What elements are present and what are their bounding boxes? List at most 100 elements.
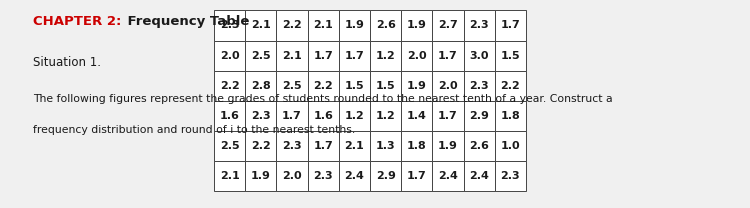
Bar	[339, 71, 370, 101]
Text: 2.3: 2.3	[282, 141, 302, 151]
Text: 2.3: 2.3	[314, 171, 333, 181]
Bar	[433, 10, 464, 41]
Bar	[339, 161, 370, 191]
Text: 2.2: 2.2	[500, 81, 520, 91]
Bar	[370, 10, 401, 41]
Text: 2.0: 2.0	[438, 81, 458, 91]
Bar	[245, 71, 277, 101]
Bar	[277, 41, 308, 71]
Bar	[433, 131, 464, 161]
Text: 2.3: 2.3	[251, 111, 271, 121]
Text: 2.4: 2.4	[344, 171, 364, 181]
Bar	[214, 161, 245, 191]
Text: 2.1: 2.1	[344, 141, 364, 151]
Bar	[370, 131, 401, 161]
Text: 2.3: 2.3	[220, 20, 239, 31]
Text: 2.3: 2.3	[470, 20, 489, 31]
Text: CHAPTER 2:: CHAPTER 2:	[33, 15, 121, 27]
Text: 1.7: 1.7	[314, 51, 333, 61]
Text: 1.7: 1.7	[282, 111, 302, 121]
Bar	[370, 71, 401, 101]
Bar	[433, 41, 464, 71]
Text: 1.6: 1.6	[314, 111, 333, 121]
Text: 1.2: 1.2	[344, 111, 364, 121]
Text: 2.3: 2.3	[470, 81, 489, 91]
Text: 2.7: 2.7	[438, 20, 458, 31]
Bar	[214, 10, 245, 41]
Bar	[339, 101, 370, 131]
Bar	[245, 10, 277, 41]
Text: Situation 1.: Situation 1.	[33, 56, 101, 69]
Bar	[464, 71, 495, 101]
Bar	[277, 71, 308, 101]
Text: 1.9: 1.9	[406, 81, 427, 91]
Bar	[308, 131, 339, 161]
Bar	[464, 41, 495, 71]
Text: 1.8: 1.8	[407, 141, 427, 151]
Text: 1.7: 1.7	[500, 20, 520, 31]
Bar	[370, 161, 401, 191]
Text: 2.0: 2.0	[282, 171, 302, 181]
Text: 2.6: 2.6	[470, 141, 489, 151]
Bar	[214, 71, 245, 101]
Bar	[277, 131, 308, 161]
Text: 2.8: 2.8	[251, 81, 271, 91]
Bar	[339, 10, 370, 41]
Text: 1.2: 1.2	[376, 111, 395, 121]
Text: 2.4: 2.4	[438, 171, 458, 181]
Text: 2.6: 2.6	[376, 20, 395, 31]
Bar	[495, 10, 526, 41]
Text: 1.7: 1.7	[438, 51, 458, 61]
Bar	[464, 131, 495, 161]
Bar	[495, 161, 526, 191]
Text: 2.2: 2.2	[251, 141, 271, 151]
Bar	[495, 71, 526, 101]
Bar	[339, 131, 370, 161]
Text: 1.7: 1.7	[314, 141, 333, 151]
Bar	[433, 101, 464, 131]
Bar	[495, 41, 526, 71]
Bar	[245, 101, 277, 131]
Text: 2.4: 2.4	[470, 171, 489, 181]
Text: frequency distribution and round of i to the nearest tenths.: frequency distribution and round of i to…	[33, 125, 355, 135]
Bar	[401, 161, 433, 191]
Bar	[401, 101, 433, 131]
Text: 1.0: 1.0	[500, 141, 520, 151]
Text: Frequency Table: Frequency Table	[109, 15, 249, 27]
Bar	[277, 101, 308, 131]
Bar	[245, 161, 277, 191]
Text: 1.8: 1.8	[500, 111, 520, 121]
Text: 1.3: 1.3	[376, 141, 395, 151]
Text: 2.0: 2.0	[220, 51, 239, 61]
Bar	[308, 161, 339, 191]
Text: 2.1: 2.1	[314, 20, 333, 31]
Bar	[495, 101, 526, 131]
Bar	[401, 131, 433, 161]
Text: 2.2: 2.2	[282, 20, 302, 31]
Bar	[308, 101, 339, 131]
Bar	[401, 10, 433, 41]
Text: 1.2: 1.2	[376, 51, 395, 61]
Text: 1.7: 1.7	[407, 171, 427, 181]
Text: 3.0: 3.0	[470, 51, 489, 61]
Text: 1.7: 1.7	[344, 51, 364, 61]
Text: 1.9: 1.9	[438, 141, 458, 151]
Text: The following figures represent the grades of students rounded to the nearest te: The following figures represent the grad…	[33, 94, 612, 104]
Bar	[214, 41, 245, 71]
Text: 2.1: 2.1	[220, 171, 239, 181]
Text: 1.4: 1.4	[406, 111, 427, 121]
Text: 2.1: 2.1	[251, 20, 271, 31]
Bar	[401, 41, 433, 71]
Text: 1.5: 1.5	[344, 81, 364, 91]
Text: 1.5: 1.5	[376, 81, 395, 91]
Text: 2.1: 2.1	[282, 51, 302, 61]
Bar	[464, 161, 495, 191]
Bar	[308, 10, 339, 41]
Bar	[433, 71, 464, 101]
Bar	[370, 41, 401, 71]
Bar	[214, 101, 245, 131]
Text: 2.9: 2.9	[376, 171, 395, 181]
Text: 2.2: 2.2	[220, 81, 239, 91]
Bar	[245, 131, 277, 161]
Text: 1.6: 1.6	[220, 111, 239, 121]
